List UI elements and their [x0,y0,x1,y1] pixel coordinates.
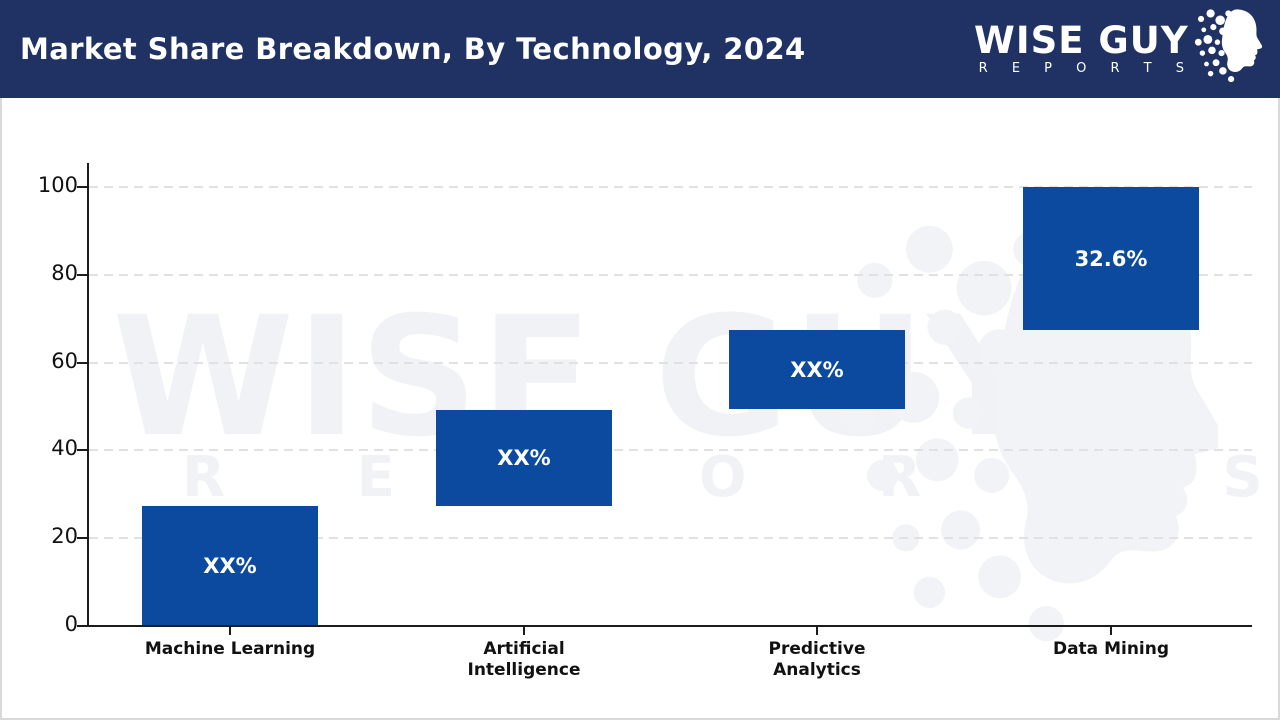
logo-text: WISE GUY R E P O R T S [969,18,1194,77]
gridline-20 [89,537,1252,540]
x-axis-category-label-line: Predictive [768,639,866,659]
bar-data-mining: 32.6% [1023,187,1199,331]
bar-predictive-analytics: XX% [729,330,905,410]
gridline-60 [89,361,1252,364]
gridline-40 [89,449,1252,452]
y-axis-spine [87,163,89,627]
x-axis-category-label: Artificial Intelligence [414,639,634,682]
x-axis-category-label-line: Data Mining [1052,639,1170,659]
bar-value-label: XX% [203,554,257,579]
y-axis-tick-label: 80 [51,260,78,285]
bar-value-label: XX% [790,357,844,382]
logo-face-icon [1194,9,1263,83]
y-axis-tick-mark [77,361,87,364]
x-axis-category-label-line: Artificial [483,639,565,659]
x-axis-category-label-line: Analytics [773,660,861,681]
wise-guy-reports-logo: WISE GUY R E P O R T S [969,6,1266,92]
bar-value-label: XX% [497,446,551,471]
x-axis-category-label: Data Mining [1001,639,1221,660]
x-axis-tick-mark [229,627,231,635]
x-axis-tick-mark [1110,627,1112,635]
y-axis-tick-label: 100 [37,173,78,197]
x-axis-category-label-line: Intelligence [467,660,581,681]
y-axis-tick-mark [77,186,87,188]
y-axis-tick-mark [77,537,87,540]
x-axis-category-label: Predictive Analytics [707,639,927,682]
bar-machine-learning: XX% [142,506,318,626]
y-axis-tick-mark [77,273,87,276]
bar-artificial-intelligence: XX% [436,410,612,507]
gridline-80 [89,273,1252,276]
y-axis-tick-label: 60 [51,348,78,373]
y-axis-tick-mark [77,449,87,452]
y-axis-tick-label: 40 [51,436,78,461]
x-axis-category-label-line: Machine Learning [144,639,316,659]
x-axis-category-label: Machine Learning [120,639,340,660]
header-banner: Market Share Breakdown, By Technology, 2… [0,0,1280,98]
y-axis-tick-mark [77,625,87,627]
gridline-100 [89,186,1252,188]
bar-value-label: 32.6% [1074,246,1148,271]
chart-title: Market Share Breakdown, By Technology, 2… [20,32,806,66]
logo-wordmark: WISE GUY [974,18,1189,62]
x-axis-spine [87,625,1252,627]
logo-reports-text: R E P O R T S [978,61,1194,77]
y-axis-tick-label: 0 [64,612,78,636]
x-axis-tick-mark [523,627,525,635]
x-axis-tick-mark [816,627,818,635]
y-axis-tick-label: 20 [51,524,78,549]
